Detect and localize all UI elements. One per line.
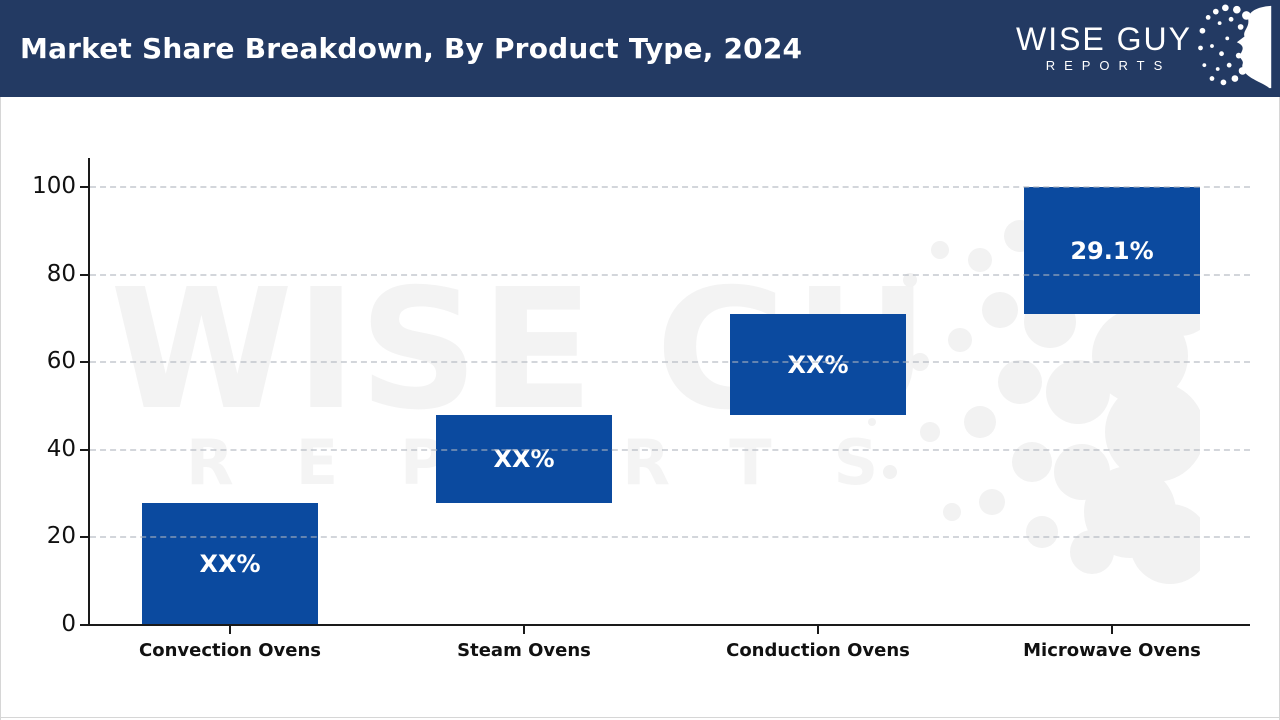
bar-label: XX%: [199, 550, 261, 579]
logo-wordmark-line1: WISE GUY: [1015, 20, 1192, 57]
y-tick-label: 40: [46, 435, 76, 462]
x-tick-mark: [523, 626, 525, 634]
y-tick-label: 80: [46, 260, 76, 287]
x-axis: [88, 624, 1250, 626]
page-title: Market Share Breakdown, By Product Type,…: [20, 32, 803, 65]
gridline-y20: [90, 536, 1250, 539]
bar-conduction-ovens: XX%: [730, 314, 906, 416]
x-tick-label: Microwave Ovens: [1023, 640, 1201, 661]
y-tick-mark: [80, 624, 89, 626]
gridline-y60: [90, 361, 1250, 364]
bar-convection-ovens: XX%: [142, 503, 318, 625]
logo-wordmark: WISE GUY REPORTS: [1016, 22, 1192, 73]
gridline-y80: [90, 273, 1250, 276]
y-axis: [88, 158, 90, 626]
bar-label: 29.1%: [1070, 236, 1154, 265]
logo-face-icon: [1198, 4, 1272, 89]
bar-microwave-ovens: 29.1%: [1024, 187, 1200, 315]
bar-steam-ovens: XX%: [436, 415, 612, 504]
gridline-y40: [90, 448, 1250, 451]
x-tick-mark: [229, 626, 231, 634]
header: Market Share Breakdown, By Product Type,…: [0, 0, 1280, 97]
x-tick-label: Steam Ovens: [457, 640, 591, 661]
gridline-y100: [90, 186, 1250, 188]
y-tick-mark: [80, 448, 89, 451]
y-tick-label: 0: [61, 611, 76, 637]
y-tick-label: 60: [46, 348, 76, 375]
logo: WISE GUY REPORTS: [1016, 4, 1272, 90]
y-tick-mark: [80, 536, 89, 539]
y-tick-mark: [80, 361, 89, 364]
page-border-bottom: [0, 717, 1280, 718]
logo-wordmark-line2: REPORTS: [1045, 57, 1172, 73]
y-tick-label: 100: [32, 173, 76, 199]
y-tick-mark: [80, 186, 89, 188]
page-border-left: [0, 97, 1, 720]
x-tick-label: Convection Ovens: [139, 640, 321, 661]
bar-label: XX%: [787, 350, 849, 379]
x-tick-mark: [1111, 626, 1113, 634]
y-tick-mark: [80, 273, 89, 276]
y-tick-label: 20: [46, 523, 76, 550]
x-tick-mark: [817, 626, 819, 634]
x-tick-label: Conduction Ovens: [726, 640, 910, 661]
